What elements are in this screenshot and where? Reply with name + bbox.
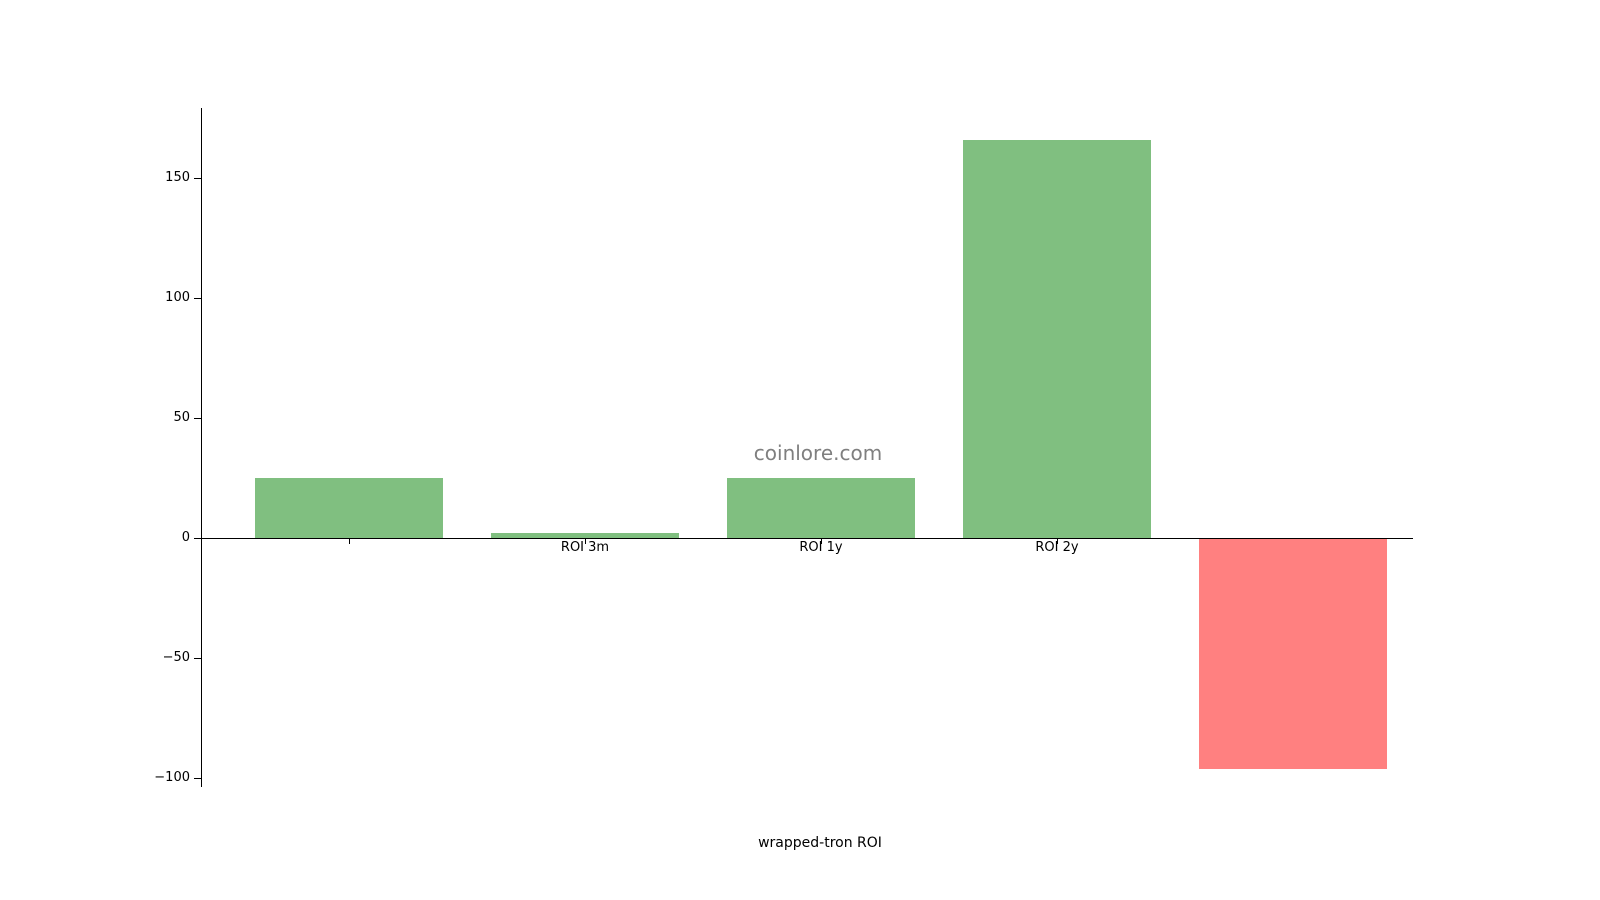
watermark: coinlore.com — [753, 441, 883, 465]
bar-roi-2y — [963, 140, 1151, 538]
y-tick-label: −50 — [162, 650, 190, 665]
x-tick-label: ROI 1y — [799, 540, 843, 555]
x-tick-label: ROI 3m — [560, 540, 610, 555]
bar-roi-3m — [491, 533, 679, 538]
x-tick-mark — [349, 539, 350, 544]
y-tick-label: 150 — [165, 170, 190, 185]
bar-roi-1y — [727, 478, 915, 538]
y-tick-label: 0 — [181, 530, 190, 545]
bar-column-5 — [1199, 539, 1387, 769]
y-tick-mark — [194, 778, 201, 779]
x-tick-mark — [821, 539, 822, 544]
y-tick-label: 50 — [173, 410, 190, 425]
y-axis-spine — [201, 108, 202, 787]
x-tick-mark — [1057, 539, 1058, 544]
y-tick-label: 100 — [165, 290, 190, 305]
x-axis-zero-line — [201, 538, 1413, 539]
y-tick-label: −100 — [154, 770, 190, 785]
y-tick-mark — [194, 178, 201, 179]
y-tick-mark — [194, 418, 201, 419]
bar-column-1 — [255, 478, 443, 538]
x-tick-mark — [585, 539, 586, 544]
x-axis-title: wrapped-tron ROI — [758, 835, 882, 851]
y-tick-mark — [194, 298, 201, 299]
y-tick-mark — [194, 538, 201, 539]
y-tick-mark — [194, 658, 201, 659]
x-tick-label: ROI 2y — [1035, 540, 1079, 555]
